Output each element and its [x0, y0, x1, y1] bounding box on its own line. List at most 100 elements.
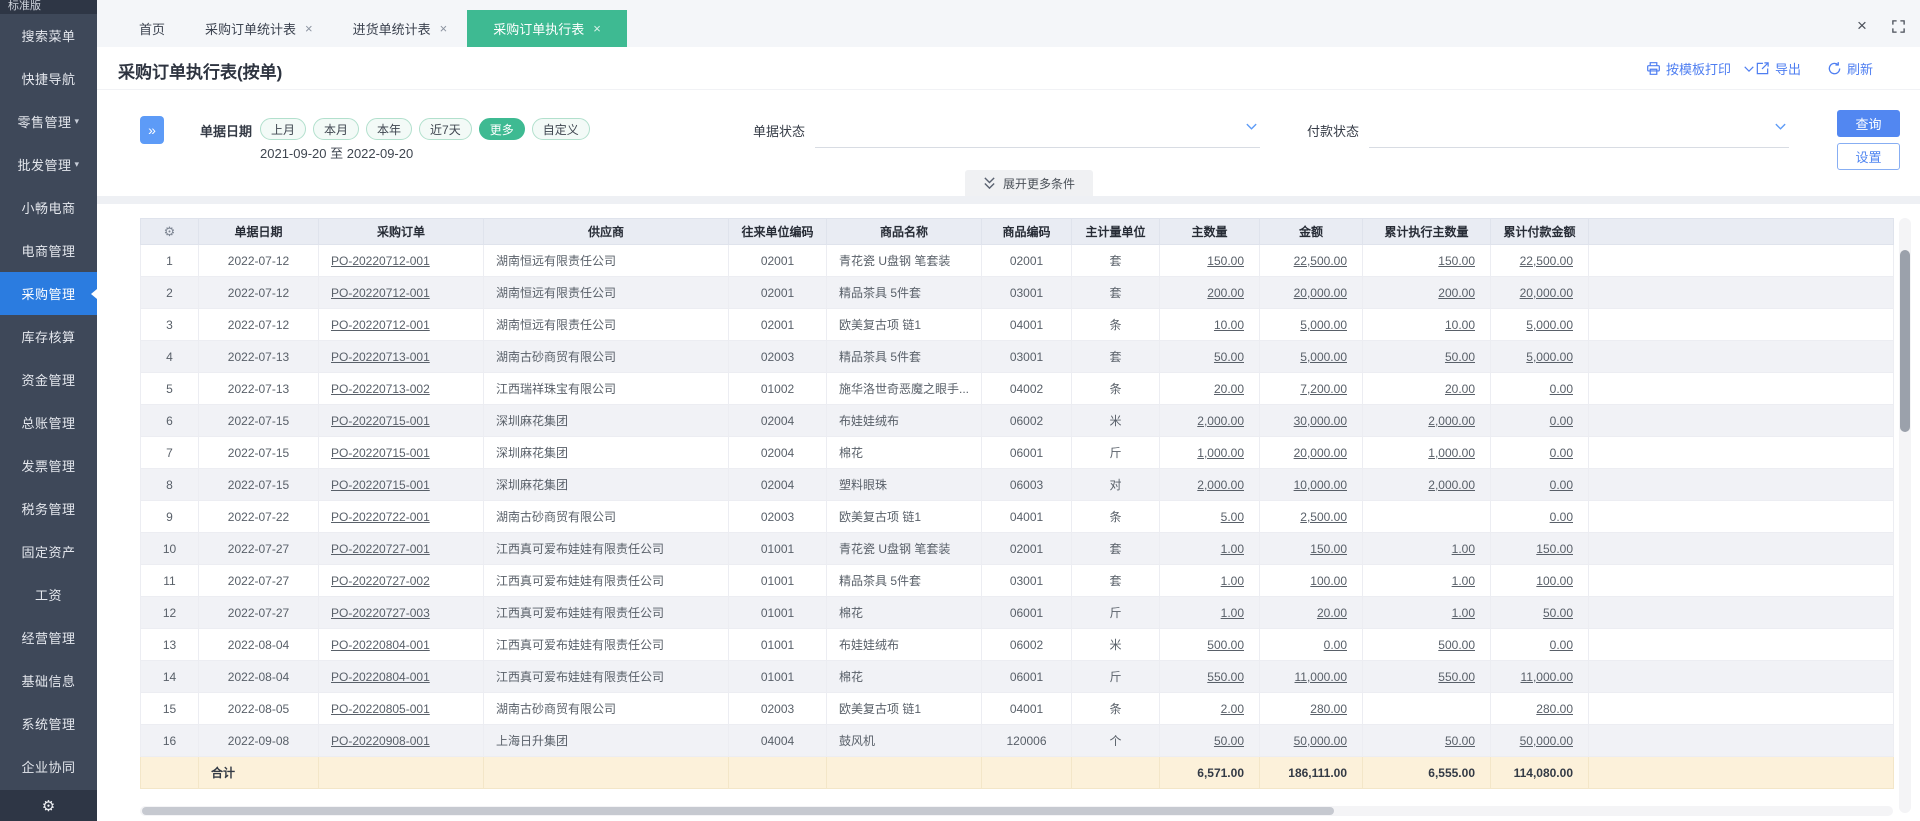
- qty-link[interactable]: 2,000.00: [1197, 413, 1244, 428]
- po-link[interactable]: PO-20220804-001: [331, 637, 430, 652]
- po-link[interactable]: PO-20220727-001: [331, 541, 430, 556]
- sidebar-item[interactable]: 总账管理: [0, 401, 97, 444]
- collapse-filters-button[interactable]: »: [140, 116, 164, 144]
- amount-link[interactable]: 7,200.00: [1300, 381, 1347, 396]
- expand-more-filters-button[interactable]: 展开更多条件: [965, 170, 1094, 196]
- amount-link[interactable]: 30,000.00: [1293, 413, 1347, 428]
- date-pill[interactable]: 更多: [478, 118, 525, 140]
- qty-link[interactable]: 2.00: [1220, 701, 1244, 716]
- table-row[interactable]: 5 2022-07-13 PO-20220713-002 江西瑞祥珠宝有限公司 0100…: [140, 372, 1894, 405]
- refresh-button[interactable]: 刷新: [1827, 59, 1873, 78]
- table-row[interactable]: 8 2022-07-15 PO-20220715-001 深圳麻花集团 02004 塑料眼…: [140, 468, 1894, 501]
- paid-link[interactable]: 22,500.00: [1519, 253, 1573, 268]
- sidebar-item[interactable]: 固定资产: [0, 530, 97, 573]
- sidebar-item[interactable]: 库存核算: [0, 315, 97, 358]
- paid-link[interactable]: 5,000.00: [1526, 317, 1573, 332]
- po-link[interactable]: PO-20220713-001: [331, 349, 430, 364]
- exec_qty-link[interactable]: 1,000.00: [1428, 445, 1475, 460]
- table-row[interactable]: 11 2022-07-27 PO-20220727-002 江西真可爱布娃娃有限责任公…: [140, 564, 1894, 597]
- column-config-gear-icon[interactable]: ⚙: [163, 223, 176, 239]
- horizontal-scrollbar-thumb[interactable]: [142, 807, 1335, 815]
- po-link[interactable]: PO-20220715-001: [331, 413, 430, 428]
- amount-link[interactable]: 20,000.00: [1293, 285, 1347, 300]
- exec_qty-link[interactable]: 2,000.00: [1428, 413, 1475, 428]
- exec_qty-link[interactable]: 2,000.00: [1428, 477, 1475, 492]
- sidebar-item[interactable]: 小畅电商: [0, 186, 97, 229]
- exec_qty-link[interactable]: 150.00: [1438, 253, 1475, 268]
- exec_qty-link[interactable]: 50.00: [1444, 733, 1475, 748]
- table-row[interactable]: 10 2022-07-27 PO-20220727-001 江西真可爱布娃娃有限责任公…: [140, 532, 1894, 565]
- fullscreen-icon[interactable]: [1888, 16, 1908, 36]
- paid-link[interactable]: 100.00: [1536, 573, 1573, 588]
- amount-link[interactable]: 150.00: [1310, 541, 1347, 556]
- po-link[interactable]: PO-20220712-001: [331, 317, 430, 332]
- tab[interactable]: 首页: [119, 10, 185, 47]
- amount-link[interactable]: 20.00: [1316, 605, 1347, 620]
- po-link[interactable]: PO-20220722-001: [331, 509, 430, 524]
- close-icon[interactable]: ×: [1857, 16, 1867, 35]
- qty-link[interactable]: 150.00: [1207, 253, 1244, 268]
- sidebar-item[interactable]: 零售管理 ▾: [0, 100, 97, 143]
- paid-link[interactable]: 0.00: [1549, 637, 1573, 652]
- print-by-template-button[interactable]: 按模板打印: [1646, 59, 1731, 78]
- table-row[interactable]: 2 2022-07-12 PO-20220712-001 湖南恒远有限责任公司 0200…: [140, 276, 1894, 309]
- sidebar-item[interactable]: 基础信息: [0, 659, 97, 702]
- paid-link[interactable]: 20,000.00: [1519, 285, 1573, 300]
- sidebar-item[interactable]: 批发管理 ▾: [0, 143, 97, 186]
- amount-link[interactable]: 5,000.00: [1300, 317, 1347, 332]
- table-row[interactable]: 15 2022-08-05 PO-20220805-001 湖南古砂商贸有限公司 020…: [140, 692, 1894, 725]
- export-button[interactable]: 导出: [1755, 59, 1801, 78]
- paid-link[interactable]: 0.00: [1549, 445, 1573, 460]
- payment-select[interactable]: [1369, 114, 1789, 148]
- paid-link[interactable]: 0.00: [1549, 477, 1573, 492]
- amount-link[interactable]: 22,500.00: [1293, 253, 1347, 268]
- qty-link[interactable]: 1.00: [1220, 541, 1244, 556]
- po-link[interactable]: PO-20220727-002: [331, 573, 430, 588]
- amount-link[interactable]: 11,000.00: [1294, 669, 1348, 684]
- exec_qty-link[interactable]: 550.00: [1438, 669, 1475, 684]
- sidebar-item[interactable]: 系统管理: [0, 702, 97, 745]
- sidebar-item[interactable]: 税务管理: [0, 487, 97, 530]
- table-row[interactable]: 9 2022-07-22 PO-20220722-001 湖南古砂商贸有限公司 0200…: [140, 500, 1894, 533]
- close-tab-icon[interactable]: ×: [593, 21, 601, 36]
- table-row[interactable]: 16 2022-09-08 PO-20220908-001 上海日升集团 04004 鼓风…: [140, 724, 1894, 757]
- paid-link[interactable]: 0.00: [1549, 509, 1573, 524]
- po-link[interactable]: PO-20220712-001: [331, 253, 430, 268]
- table-row[interactable]: 6 2022-07-15 PO-20220715-001 深圳麻花集团 02004 布娃娃…: [140, 404, 1894, 437]
- sidebar-item[interactable]: 搜索菜单: [0, 14, 97, 57]
- amount-link[interactable]: 0.00: [1323, 637, 1347, 652]
- paid-link[interactable]: 50.00: [1542, 605, 1573, 620]
- qty-link[interactable]: 5.00: [1220, 509, 1244, 524]
- po-link[interactable]: PO-20220727-003: [331, 605, 430, 620]
- amount-link[interactable]: 20,000.00: [1293, 445, 1347, 460]
- qty-link[interactable]: 20.00: [1213, 381, 1244, 396]
- query-button[interactable]: 查询: [1837, 110, 1900, 137]
- paid-link[interactable]: 11,000.00: [1520, 669, 1574, 684]
- qty-link[interactable]: 50.00: [1213, 733, 1244, 748]
- exec_qty-link[interactable]: 1.00: [1451, 573, 1475, 588]
- tab[interactable]: 采购订单统计表 ×: [185, 10, 333, 47]
- amount-link[interactable]: 10,000.00: [1293, 477, 1347, 492]
- date-pill[interactable]: 自定义: [531, 118, 590, 140]
- qty-link[interactable]: 1.00: [1220, 605, 1244, 620]
- sidebar-item[interactable]: 采购管理: [0, 272, 97, 315]
- sidebar-item[interactable]: 工资: [0, 573, 97, 616]
- paid-link[interactable]: 0.00: [1549, 381, 1573, 396]
- tab[interactable]: 进货单统计表 ×: [333, 10, 468, 47]
- po-link[interactable]: PO-20220712-001: [331, 285, 430, 300]
- date-pill[interactable]: 上月: [260, 118, 307, 140]
- date-pill[interactable]: 本月: [313, 118, 360, 140]
- tab[interactable]: 采购订单执行表 ×: [467, 10, 627, 47]
- po-link[interactable]: PO-20220805-001: [331, 701, 430, 716]
- exec_qty-link[interactable]: 20.00: [1444, 381, 1475, 396]
- qty-link[interactable]: 1,000.00: [1197, 445, 1244, 460]
- paid-link[interactable]: 280.00: [1536, 701, 1573, 716]
- close-tab-icon[interactable]: ×: [439, 21, 448, 36]
- table-row[interactable]: 14 2022-08-04 PO-20220804-001 江西真可爱布娃娃有限责任公…: [140, 660, 1894, 693]
- sidebar-item[interactable]: 快捷导航: [0, 57, 97, 100]
- date-range-value[interactable]: 2021-09-20 至 2022-09-20: [260, 146, 414, 161]
- exec_qty-link[interactable]: 10.00: [1444, 317, 1475, 332]
- exec_qty-link[interactable]: 1.00: [1451, 541, 1475, 556]
- sidebar-item[interactable]: 经营管理: [0, 616, 97, 659]
- table-row[interactable]: 3 2022-07-12 PO-20220712-001 湖南恒远有限责任公司 0200…: [140, 308, 1894, 341]
